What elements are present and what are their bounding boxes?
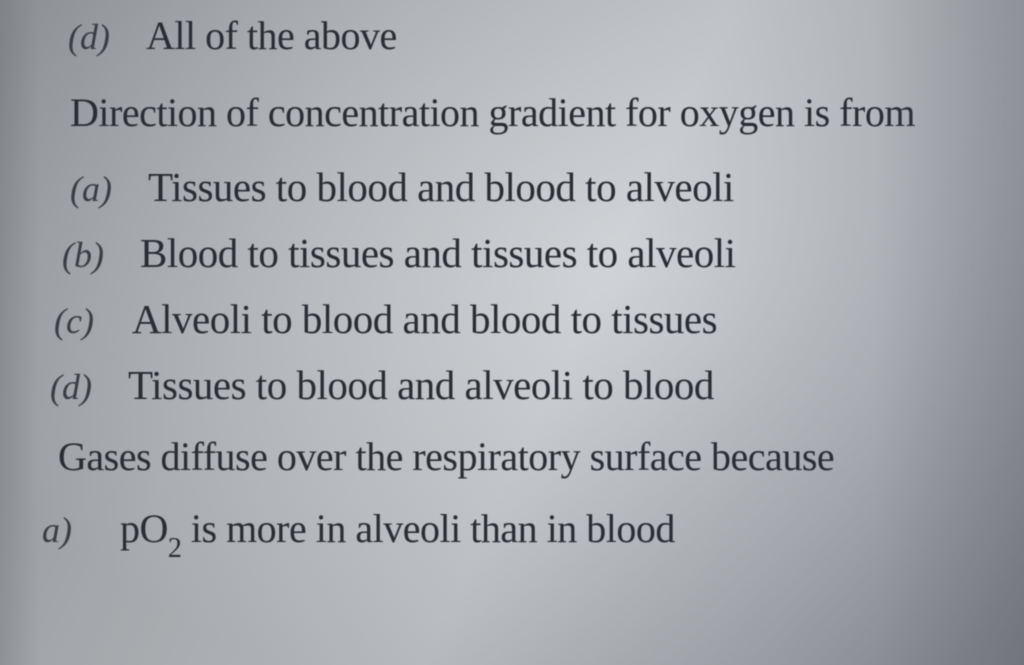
q1-option-a: (a) Tissues to blood and blood to alveol…	[70, 163, 994, 211]
option-text: Alveoli to blood and blood to tissues	[132, 295, 717, 343]
option-text: Tissues to blood and alveoli to blood	[128, 361, 714, 409]
q1-option-d: (d) Tissues to blood and alveoli to bloo…	[50, 361, 994, 409]
q1-option-c: (c) Alveoli to blood and blood to tissue…	[54, 295, 994, 343]
option-text: pO2 is more in alveoli than in blood	[120, 505, 675, 559]
q2-option-a: a) pO2 is more in alveoli than in blood	[42, 505, 994, 559]
option-marker: (c)	[54, 300, 114, 342]
option-marker: (d)	[68, 16, 128, 58]
question2-prompt: Gases diffuse over the respiratory surfa…	[58, 431, 994, 483]
question1-prompt: Direction of concentration gradient for …	[70, 87, 994, 139]
prev-option-d: (d) All of the above	[68, 12, 994, 59]
q2a-suffix: is more in alveoli than in blood	[181, 506, 674, 551]
option-text: All of the above	[146, 12, 397, 59]
option-marker: (d)	[50, 366, 110, 408]
option-marker: (b)	[62, 234, 122, 276]
option-marker: a)	[42, 509, 102, 551]
q2a-prefix: pO	[120, 506, 168, 551]
q2a-subscript: 2	[168, 533, 182, 564]
option-marker: (a)	[70, 168, 130, 210]
q1-option-b: (b) Blood to tissues and tissues to alve…	[62, 229, 994, 277]
option-text: Tissues to blood and blood to alveoli	[148, 163, 734, 211]
option-text: Blood to tissues and tissues to alveoli	[140, 229, 735, 277]
page-content: (d) All of the above Direction of concen…	[50, 12, 994, 559]
